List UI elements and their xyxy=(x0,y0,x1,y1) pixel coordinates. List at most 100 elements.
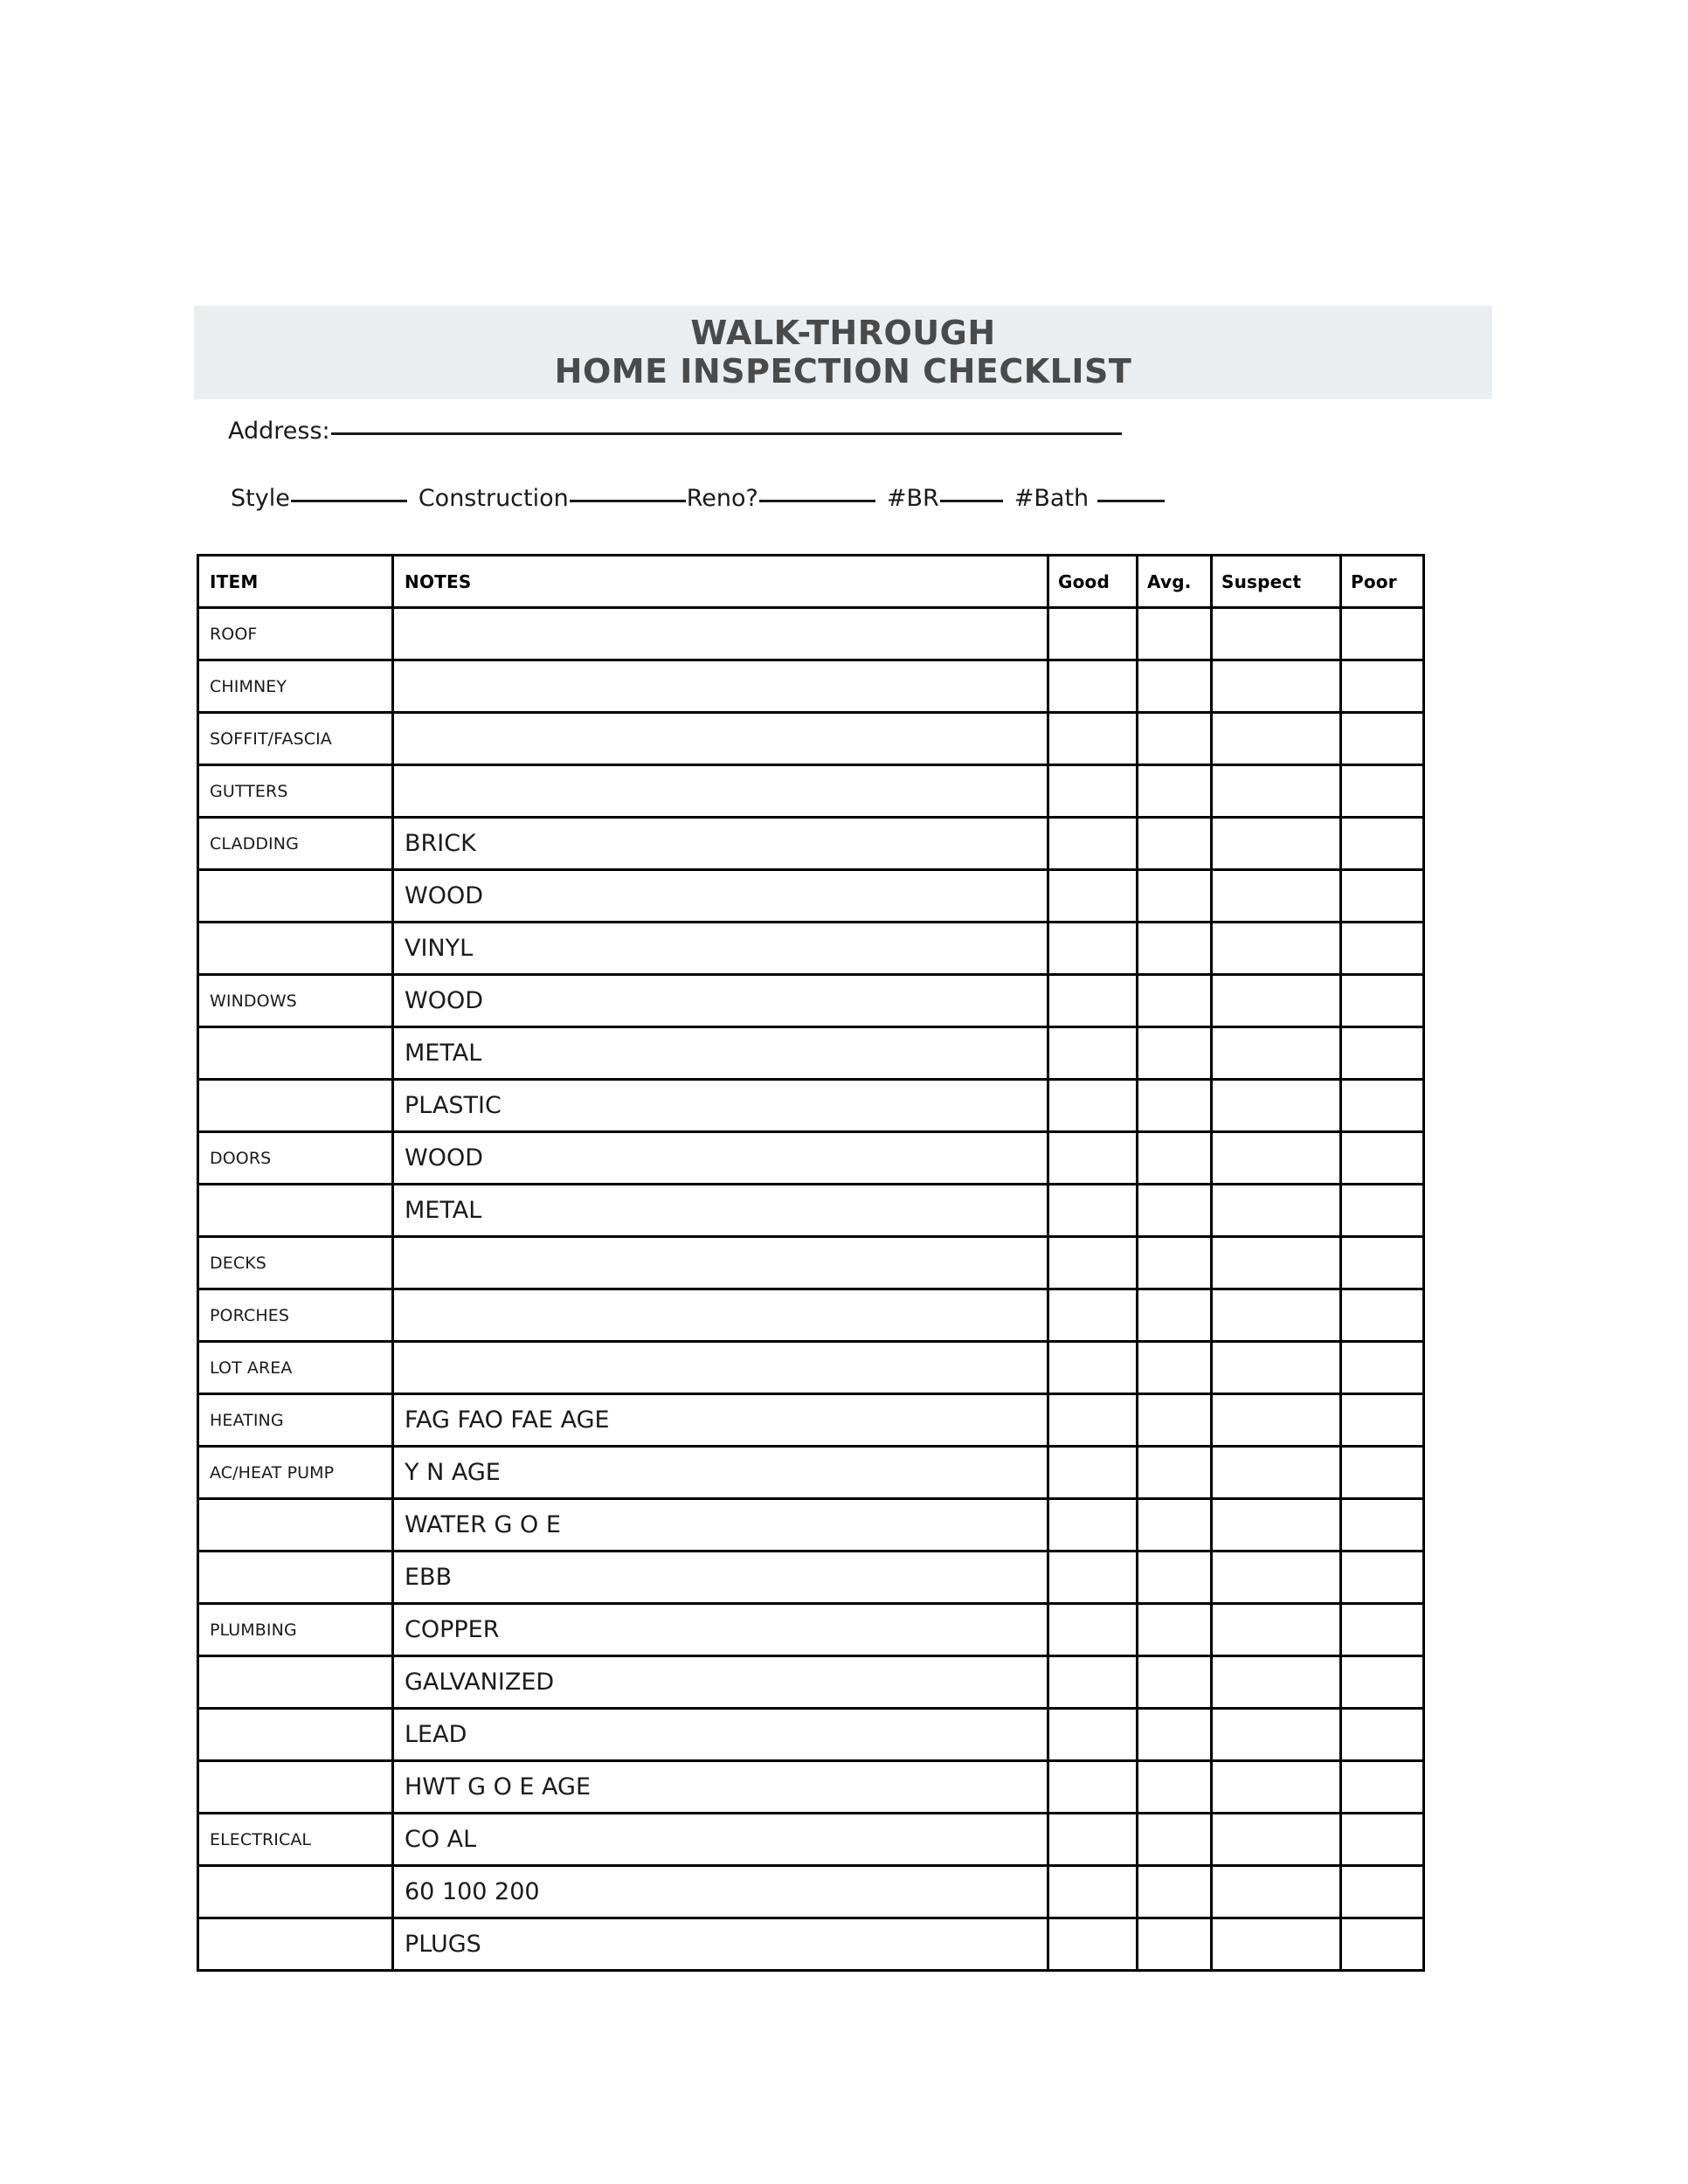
cell-rating-suspect[interactable] xyxy=(1210,1130,1342,1185)
cell-rating-poor[interactable] xyxy=(1339,1759,1425,1814)
cell-notes[interactable] xyxy=(391,1235,1049,1290)
cell-notes[interactable]: COPPER xyxy=(391,1602,1049,1657)
cell-rating-suspect[interactable] xyxy=(1210,816,1342,871)
cell-notes[interactable]: FAG FAO FAE AGE xyxy=(391,1393,1049,1448)
cell-rating-poor[interactable] xyxy=(1339,764,1425,819)
cell-rating-avg[interactable] xyxy=(1136,1183,1213,1238)
cell-rating-poor[interactable] xyxy=(1339,1183,1425,1238)
cell-rating-good[interactable] xyxy=(1047,1026,1138,1081)
cell-rating-suspect[interactable] xyxy=(1210,1026,1342,1081)
cell-rating-good[interactable] xyxy=(1047,1235,1138,1290)
cell-rating-good[interactable] xyxy=(1047,1183,1138,1238)
cell-rating-poor[interactable] xyxy=(1339,1812,1425,1867)
cell-rating-good[interactable] xyxy=(1047,711,1138,766)
cell-rating-avg[interactable] xyxy=(1136,1497,1213,1552)
cell-rating-poor[interactable] xyxy=(1339,1602,1425,1657)
cell-rating-avg[interactable] xyxy=(1136,1026,1213,1081)
cell-rating-poor[interactable] xyxy=(1339,1917,1425,1972)
cell-rating-good[interactable] xyxy=(1047,816,1138,871)
cell-rating-avg[interactable] xyxy=(1136,1655,1213,1710)
cell-rating-poor[interactable] xyxy=(1339,606,1425,661)
cell-rating-good[interactable] xyxy=(1047,1864,1138,1919)
cell-notes[interactable]: WOOD xyxy=(391,868,1049,923)
cell-notes[interactable]: GALVANIZED xyxy=(391,1655,1049,1710)
cell-rating-suspect[interactable] xyxy=(1210,1812,1342,1867)
cell-rating-good[interactable] xyxy=(1047,1812,1138,1867)
cell-rating-suspect[interactable] xyxy=(1210,1655,1342,1710)
cell-rating-good[interactable] xyxy=(1047,868,1138,923)
cell-notes[interactable]: VINYL xyxy=(391,921,1049,976)
cell-rating-suspect[interactable] xyxy=(1210,1602,1342,1657)
cell-rating-poor[interactable] xyxy=(1339,921,1425,976)
cell-rating-suspect[interactable] xyxy=(1210,1864,1342,1919)
cell-rating-avg[interactable] xyxy=(1136,1130,1213,1185)
address-input[interactable] xyxy=(330,432,1122,435)
cell-rating-good[interactable] xyxy=(1047,764,1138,819)
cell-notes[interactable] xyxy=(391,659,1049,714)
cell-rating-good[interactable] xyxy=(1047,1497,1138,1552)
cell-rating-poor[interactable] xyxy=(1339,1235,1425,1290)
cell-rating-suspect[interactable] xyxy=(1210,711,1342,766)
cell-rating-avg[interactable] xyxy=(1136,1078,1213,1133)
cell-notes[interactable] xyxy=(391,764,1049,819)
cell-notes[interactable] xyxy=(391,1340,1049,1395)
cell-notes[interactable]: PLASTIC xyxy=(391,1078,1049,1133)
cell-rating-good[interactable] xyxy=(1047,973,1138,1028)
cell-rating-good[interactable] xyxy=(1047,606,1138,661)
cell-rating-good[interactable] xyxy=(1047,1445,1138,1500)
cell-rating-avg[interactable] xyxy=(1136,1602,1213,1657)
cell-rating-suspect[interactable] xyxy=(1210,1445,1342,1500)
cell-notes[interactable]: WATER G O E xyxy=(391,1497,1049,1552)
cell-rating-good[interactable] xyxy=(1047,1550,1138,1605)
cell-rating-avg[interactable] xyxy=(1136,1812,1213,1867)
cell-notes[interactable]: LEAD xyxy=(391,1707,1049,1762)
cell-rating-avg[interactable] xyxy=(1136,1445,1213,1500)
cell-rating-avg[interactable] xyxy=(1136,1340,1213,1395)
cell-rating-poor[interactable] xyxy=(1339,711,1425,766)
cell-rating-poor[interactable] xyxy=(1339,1655,1425,1710)
cell-rating-suspect[interactable] xyxy=(1210,1917,1342,1972)
cell-notes[interactable]: WOOD xyxy=(391,1130,1049,1185)
cell-rating-suspect[interactable] xyxy=(1210,764,1342,819)
bath-input[interactable] xyxy=(1097,500,1166,502)
cell-rating-suspect[interactable] xyxy=(1210,1550,1342,1605)
cell-rating-avg[interactable] xyxy=(1136,764,1213,819)
cell-rating-avg[interactable] xyxy=(1136,1393,1213,1448)
cell-rating-suspect[interactable] xyxy=(1210,868,1342,923)
cell-notes[interactable]: HWT G O E AGE xyxy=(391,1759,1049,1814)
cell-rating-suspect[interactable] xyxy=(1210,921,1342,976)
reno-input[interactable] xyxy=(758,500,875,502)
cell-rating-poor[interactable] xyxy=(1339,1130,1425,1185)
cell-notes[interactable]: PLUGS xyxy=(391,1917,1049,1972)
cell-rating-good[interactable] xyxy=(1047,1602,1138,1657)
cell-rating-poor[interactable] xyxy=(1339,1550,1425,1605)
cell-notes[interactable] xyxy=(391,606,1049,661)
cell-rating-avg[interactable] xyxy=(1136,606,1213,661)
cell-rating-good[interactable] xyxy=(1047,1078,1138,1133)
cell-rating-poor[interactable] xyxy=(1339,1078,1425,1133)
cell-rating-good[interactable] xyxy=(1047,1707,1138,1762)
cell-rating-good[interactable] xyxy=(1047,1393,1138,1448)
cell-rating-poor[interactable] xyxy=(1339,659,1425,714)
cell-rating-avg[interactable] xyxy=(1136,659,1213,714)
cell-rating-poor[interactable] xyxy=(1339,1497,1425,1552)
cell-rating-suspect[interactable] xyxy=(1210,973,1342,1028)
cell-rating-good[interactable] xyxy=(1047,1917,1138,1972)
cell-rating-avg[interactable] xyxy=(1136,1864,1213,1919)
cell-rating-poor[interactable] xyxy=(1339,816,1425,871)
cell-notes[interactable]: BRICK xyxy=(391,816,1049,871)
cell-rating-poor[interactable] xyxy=(1339,1707,1425,1762)
cell-rating-poor[interactable] xyxy=(1339,1340,1425,1395)
cell-rating-good[interactable] xyxy=(1047,921,1138,976)
cell-rating-avg[interactable] xyxy=(1136,973,1213,1028)
cell-notes[interactable]: METAL xyxy=(391,1183,1049,1238)
cell-rating-poor[interactable] xyxy=(1339,1445,1425,1500)
cell-rating-suspect[interactable] xyxy=(1210,1183,1342,1238)
cell-rating-suspect[interactable] xyxy=(1210,1235,1342,1290)
cell-rating-suspect[interactable] xyxy=(1210,659,1342,714)
cell-rating-suspect[interactable] xyxy=(1210,606,1342,661)
cell-rating-good[interactable] xyxy=(1047,1655,1138,1710)
cell-rating-suspect[interactable] xyxy=(1210,1497,1342,1552)
cell-rating-avg[interactable] xyxy=(1136,711,1213,766)
cell-rating-avg[interactable] xyxy=(1136,868,1213,923)
